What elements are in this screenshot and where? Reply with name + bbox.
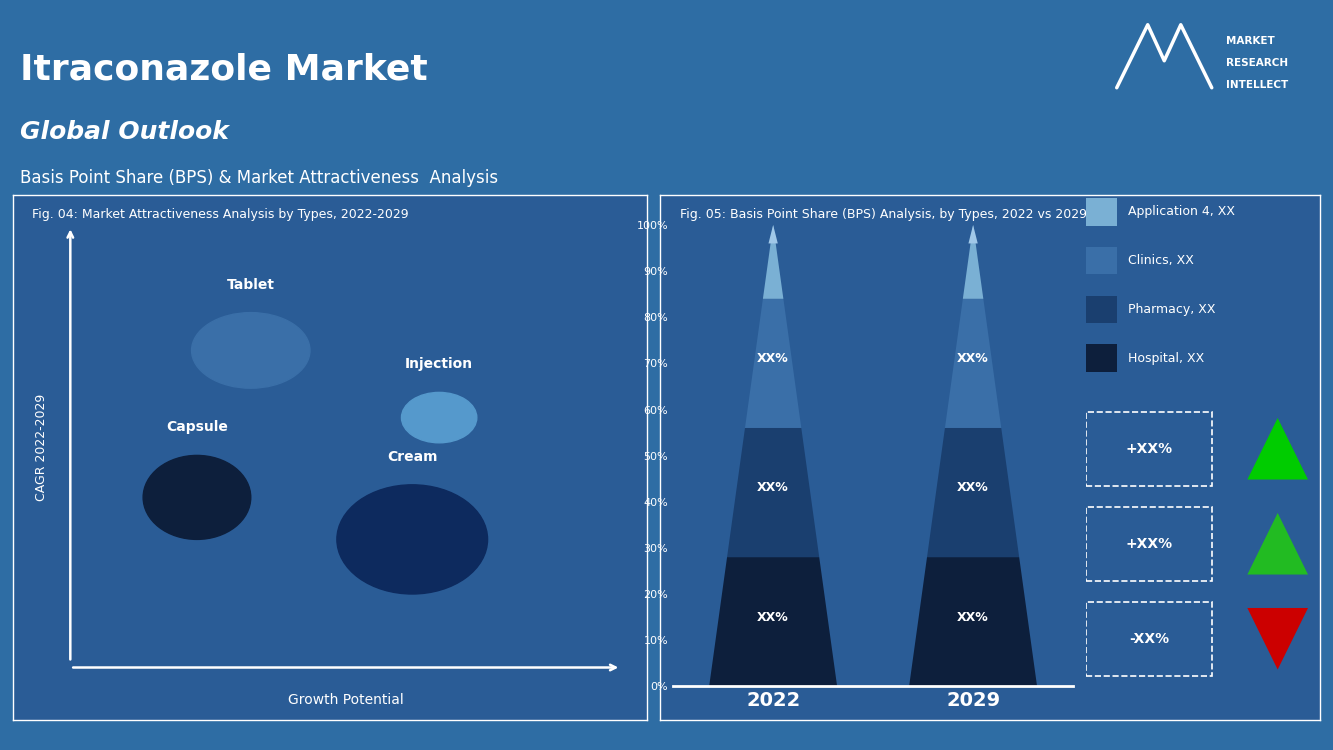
Text: Cream: Cream — [387, 450, 437, 464]
Text: XX%: XX% — [757, 610, 789, 623]
Ellipse shape — [143, 455, 251, 539]
Text: Fig. 04: Market Attractiveness Analysis by Types, 2022-2029: Fig. 04: Market Attractiveness Analysis … — [32, 208, 409, 221]
Text: CAGR 2022-2029: CAGR 2022-2029 — [35, 393, 48, 501]
Text: RESEARCH: RESEARCH — [1226, 58, 1289, 68]
Text: Application 4, XX: Application 4, XX — [1128, 206, 1236, 218]
Text: XX%: XX% — [757, 352, 789, 365]
Text: Hospital, XX: Hospital, XX — [1128, 352, 1205, 364]
Text: Clinics, XX: Clinics, XX — [1128, 254, 1194, 267]
Text: Global Outlook: Global Outlook — [20, 120, 229, 144]
Bar — [1086, 296, 1117, 323]
Text: Growth Potential: Growth Potential — [288, 693, 404, 706]
Polygon shape — [745, 298, 801, 428]
Text: Basis Point Share (BPS) & Market Attractiveness  Analysis: Basis Point Share (BPS) & Market Attract… — [20, 169, 499, 187]
Polygon shape — [1248, 513, 1308, 574]
Text: XX%: XX% — [757, 482, 789, 494]
Text: MARKET: MARKET — [1226, 37, 1274, 46]
Polygon shape — [909, 557, 1037, 686]
Text: XX%: XX% — [957, 352, 989, 365]
Ellipse shape — [192, 313, 311, 388]
Text: Capsule: Capsule — [167, 421, 228, 434]
Text: XX%: XX% — [957, 482, 989, 494]
Polygon shape — [762, 225, 784, 298]
Polygon shape — [968, 225, 977, 244]
Polygon shape — [726, 428, 820, 557]
Bar — [1086, 198, 1117, 226]
Text: Itraconazole Market: Itraconazole Market — [20, 53, 428, 86]
Polygon shape — [1248, 418, 1308, 479]
Text: +XX%: +XX% — [1126, 442, 1173, 456]
Polygon shape — [1248, 608, 1308, 670]
Polygon shape — [962, 225, 984, 298]
Text: Injection: Injection — [405, 358, 473, 371]
Text: -XX%: -XX% — [1129, 632, 1169, 646]
Ellipse shape — [401, 392, 477, 442]
Text: +XX%: +XX% — [1126, 537, 1173, 550]
Text: Fig. 05: Basis Point Share (BPS) Analysis, by Types, 2022 vs 2029: Fig. 05: Basis Point Share (BPS) Analysi… — [680, 208, 1086, 221]
Polygon shape — [709, 557, 837, 686]
Bar — [1086, 247, 1117, 274]
Ellipse shape — [337, 484, 488, 594]
Text: INTELLECT: INTELLECT — [1226, 80, 1289, 90]
Text: Tablet: Tablet — [227, 278, 275, 292]
Bar — [1086, 344, 1117, 372]
Text: XX%: XX% — [957, 610, 989, 623]
Polygon shape — [926, 428, 1020, 557]
Polygon shape — [768, 225, 778, 244]
Text: Pharmacy, XX: Pharmacy, XX — [1128, 303, 1216, 316]
Polygon shape — [945, 298, 1001, 428]
